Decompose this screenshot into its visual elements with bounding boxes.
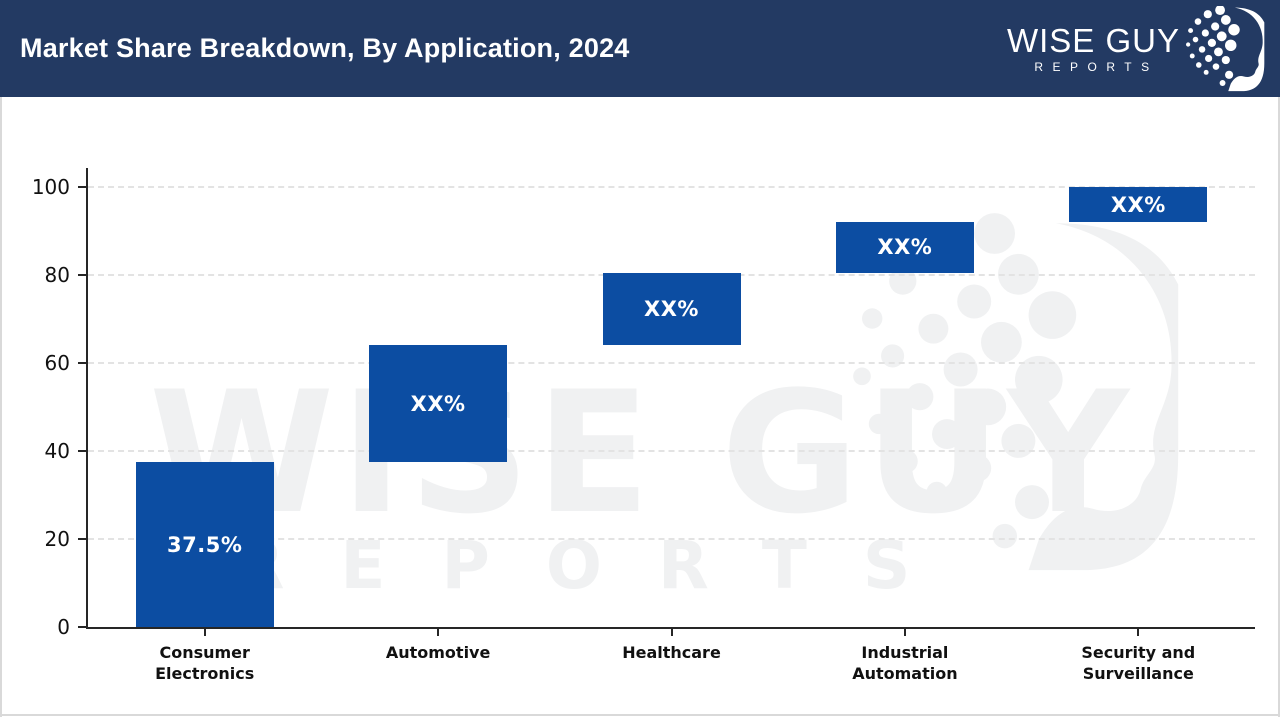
y-tick-label-20: 20 xyxy=(44,527,70,551)
page-title: Market Share Breakdown, By Application, … xyxy=(20,33,630,63)
bar-value-label: XX% xyxy=(410,391,466,416)
brand-subtitle: REPORTS xyxy=(1034,59,1159,74)
y-axis xyxy=(86,168,88,629)
x-axis-label-security-and-surveillance: Security and Surveillance xyxy=(1081,643,1196,684)
gridline-40 xyxy=(88,450,1255,452)
bar-healthcare: XX% xyxy=(602,272,741,346)
x-tick-healthcare xyxy=(670,629,673,636)
x-axis xyxy=(86,627,1255,629)
bottom-frame-line xyxy=(0,714,1280,716)
gridline-20 xyxy=(88,538,1255,540)
bar-automotive: XX% xyxy=(369,345,508,462)
gridline-60 xyxy=(88,362,1255,364)
y-tick-60 xyxy=(78,362,86,364)
bar-value-label: XX% xyxy=(1110,192,1166,217)
bar-value-label: XX% xyxy=(644,297,699,322)
y-tick-label-80: 80 xyxy=(44,263,70,287)
x-axis-label-industrial-automation: Industrial Automation xyxy=(852,643,958,684)
bar-security-and-surveillance: XX% xyxy=(1069,187,1208,223)
header-bar: Market Share Breakdown, By Application, … xyxy=(0,0,1280,97)
y-tick-20 xyxy=(78,538,86,540)
bar-value-label: XX% xyxy=(877,235,933,260)
brand-name: WISE GUY xyxy=(1006,21,1180,59)
y-tick-label-0: 0 xyxy=(57,615,70,639)
brand-logo: WISE GUY REPORTS xyxy=(1007,5,1266,92)
y-tick-label-100: 100 xyxy=(31,175,70,199)
x-axis-label-healthcare: Healthcare xyxy=(622,643,721,662)
y-tick-100 xyxy=(78,186,86,188)
y-tick-label-40: 40 xyxy=(44,439,70,463)
y-tick-label-60: 60 xyxy=(44,351,70,375)
gridline-100 xyxy=(88,186,1255,188)
x-axis-label-automotive: Automotive xyxy=(385,643,491,662)
x-tick-consumer-electronics xyxy=(203,629,206,636)
x-tick-industrial-automation xyxy=(903,629,906,636)
y-tick-0 xyxy=(78,626,86,628)
bar-consumer-electronics: 37.5% xyxy=(135,462,274,627)
brand-face-icon xyxy=(1186,5,1265,91)
x-axis-label-consumer-electronics: Consumer Electronics xyxy=(155,643,255,684)
brand-wordmark: WISE GUY REPORTS xyxy=(1007,24,1180,74)
x-tick-automotive xyxy=(437,629,440,636)
y-tick-40 xyxy=(78,450,86,452)
bar-industrial-automation: XX% xyxy=(835,222,974,273)
bar-value-label: 37.5% xyxy=(167,532,243,557)
y-tick-80 xyxy=(78,274,86,276)
x-tick-security-and-surveillance xyxy=(1137,629,1140,636)
